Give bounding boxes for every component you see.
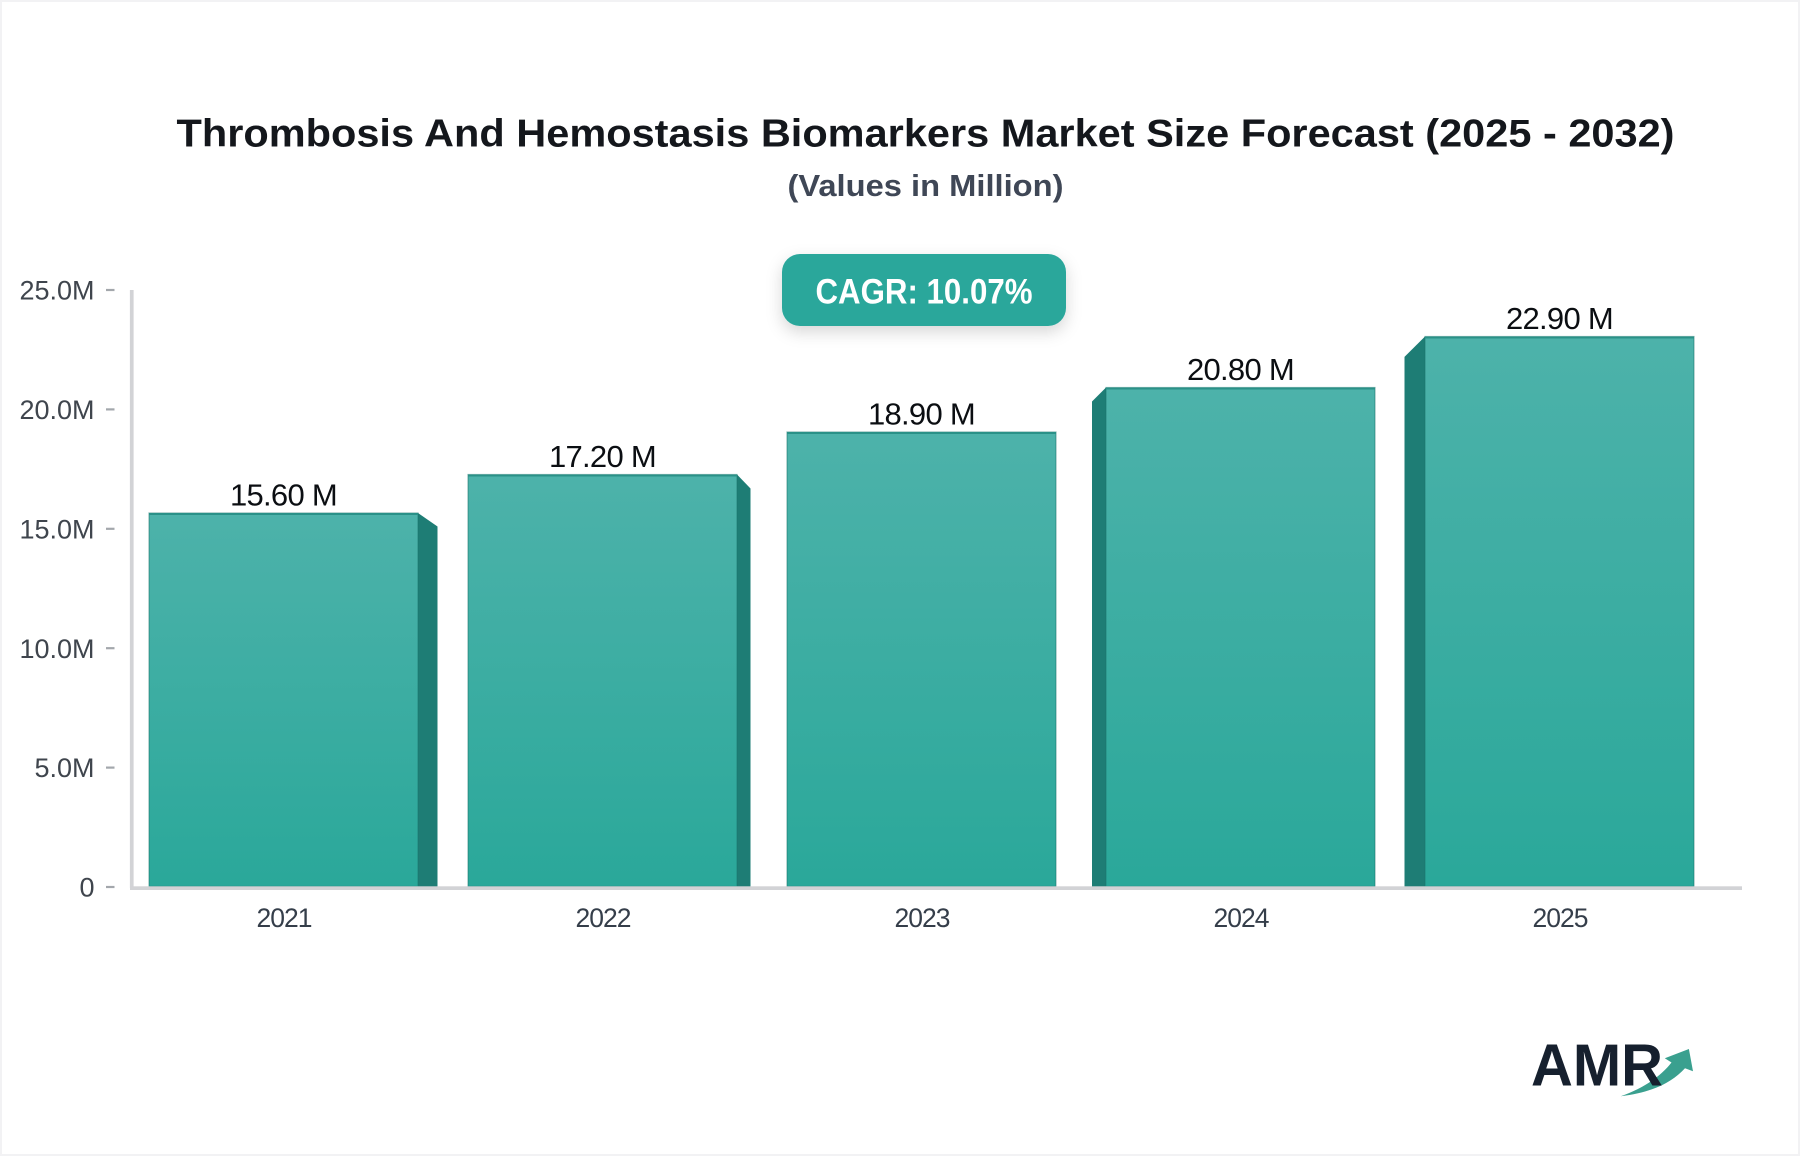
svg-text:17.20 M: 17.20 M [549, 439, 656, 474]
svg-text:25.0M: 25.0M [19, 276, 94, 306]
svg-text:CAGR: 10.07%: CAGR: 10.07% [816, 272, 1033, 312]
svg-text:2024: 2024 [1214, 903, 1269, 933]
svg-text:2023: 2023 [895, 903, 950, 933]
svg-text:2025: 2025 [1533, 903, 1588, 933]
svg-text:22.90 M: 22.90 M [1506, 301, 1613, 336]
svg-text:20.80 M: 20.80 M [1187, 352, 1294, 387]
svg-text:20.0M: 20.0M [19, 395, 94, 425]
svg-text:5.0M: 5.0M [34, 753, 94, 783]
svg-text:2022: 2022 [576, 903, 631, 933]
svg-text:Thrombosis And Hemostasis Biom: Thrombosis And Hemostasis Biomarkers Mar… [177, 113, 1675, 156]
svg-text:15.60 M: 15.60 M [230, 478, 337, 513]
svg-text:2021: 2021 [257, 903, 312, 933]
svg-text:10.0M: 10.0M [19, 634, 94, 664]
svg-text:15.0M: 15.0M [19, 514, 94, 544]
svg-text:(Values in Million): (Values in Million) [788, 169, 1064, 203]
svg-text:0: 0 [79, 873, 94, 903]
svg-text:18.90 M: 18.90 M [868, 397, 975, 432]
svg-text:AMR: AMR [1531, 1033, 1663, 1099]
